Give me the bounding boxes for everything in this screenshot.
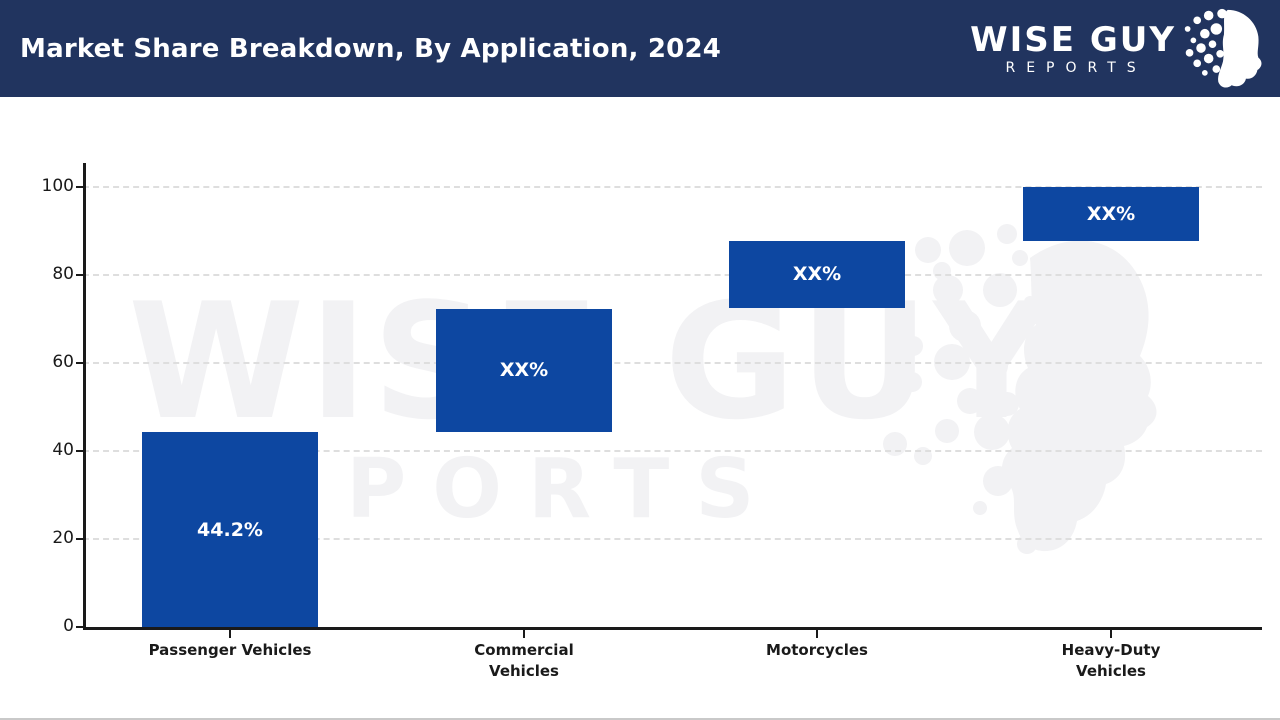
chart-title: Market Share Breakdown, By Application, …	[0, 34, 721, 64]
logo-text: WISE GUY REPORTS	[970, 22, 1176, 76]
y-tick-mark	[76, 450, 83, 452]
y-tick-mark	[76, 626, 83, 628]
y-tick-label: 60	[14, 352, 74, 372]
bar-motorcycles: XX%	[729, 241, 905, 308]
x-tick-mark	[523, 630, 525, 638]
wise-guy-reports-logo: WISE GUY REPORTS	[970, 6, 1280, 92]
y-tick-mark	[76, 362, 83, 364]
y-tick-label: 40	[14, 440, 74, 460]
bar-value-label: XX%	[500, 359, 548, 381]
x-category-label: Passenger Vehicles	[100, 640, 360, 661]
y-tick-label: 100	[14, 176, 74, 196]
y-tick-label: 20	[14, 528, 74, 548]
y-tick-mark	[76, 538, 83, 540]
x-axis-line	[83, 627, 1262, 630]
bar-value-label: 44.2%	[197, 519, 263, 541]
dotted-head-profile-icon	[1180, 6, 1266, 92]
y-tick-mark	[76, 274, 83, 276]
gridline-60	[83, 362, 1262, 364]
x-category-label: Motorcycles	[687, 640, 947, 661]
header-bar: Market Share Breakdown, By Application, …	[0, 0, 1280, 97]
x-category-label: Commercial Vehicles	[394, 640, 654, 682]
y-tick-mark	[76, 186, 83, 188]
logo-subtitle: REPORTS	[999, 60, 1146, 76]
bar-heavy-duty-vehicles: XX%	[1023, 187, 1199, 241]
y-tick-label: 80	[14, 264, 74, 284]
bar-passenger-vehicles: 44.2%	[142, 432, 318, 627]
logo-wordmark: WISE GUY	[970, 22, 1176, 58]
x-tick-mark	[1110, 630, 1112, 638]
x-tick-mark	[816, 630, 818, 638]
gridline-80	[83, 274, 1262, 276]
x-category-label: Heavy-Duty Vehicles	[981, 640, 1241, 682]
y-axis-line	[83, 163, 86, 629]
bar-value-label: XX%	[1087, 203, 1135, 225]
bar-value-label: XX%	[793, 263, 841, 285]
chart-card: Market Share Breakdown, By Application, …	[0, 0, 1280, 720]
y-tick-label: 0	[14, 616, 74, 636]
x-tick-mark	[229, 630, 231, 638]
bar-commercial-vehicles: XX%	[436, 309, 612, 433]
